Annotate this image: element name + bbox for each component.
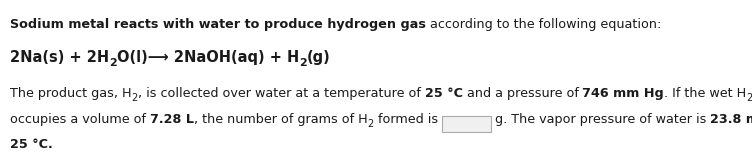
- Text: 7.28 L: 7.28 L: [150, 113, 194, 126]
- Text: 23.8 mm Hg: 23.8 mm Hg: [710, 113, 752, 126]
- Text: 25 °C: 25 °C: [425, 87, 462, 100]
- Text: . If the wet H: . If the wet H: [664, 87, 747, 100]
- Text: occupies a volume of: occupies a volume of: [10, 113, 150, 126]
- Text: 2: 2: [368, 119, 374, 129]
- Text: and a pressure of: and a pressure of: [462, 87, 582, 100]
- Text: 2: 2: [299, 58, 307, 68]
- Text: O(l)⟶ 2NaOH(aq) + H: O(l)⟶ 2NaOH(aq) + H: [117, 50, 299, 65]
- Text: 746 mm Hg: 746 mm Hg: [582, 87, 664, 100]
- Text: Sodium metal reacts with water to produce hydrogen gas: Sodium metal reacts with water to produc…: [10, 18, 426, 31]
- Text: 25 °C.: 25 °C.: [10, 138, 53, 151]
- Bar: [442, 116, 491, 132]
- Text: 2: 2: [109, 58, 117, 68]
- Text: g. The vapor pressure of water is: g. The vapor pressure of water is: [491, 113, 710, 126]
- Text: 2: 2: [747, 93, 752, 103]
- Text: 2: 2: [132, 93, 138, 103]
- Text: according to the following equation:: according to the following equation:: [426, 18, 661, 31]
- Text: (g): (g): [307, 50, 330, 65]
- Text: , the number of grams of H: , the number of grams of H: [194, 113, 368, 126]
- Text: The product gas, H: The product gas, H: [10, 87, 132, 100]
- Text: , is collected over water at a temperature of: , is collected over water at a temperatu…: [138, 87, 425, 100]
- Text: 2Na(s) + 2H: 2Na(s) + 2H: [10, 50, 109, 65]
- Text: formed is: formed is: [374, 113, 442, 126]
